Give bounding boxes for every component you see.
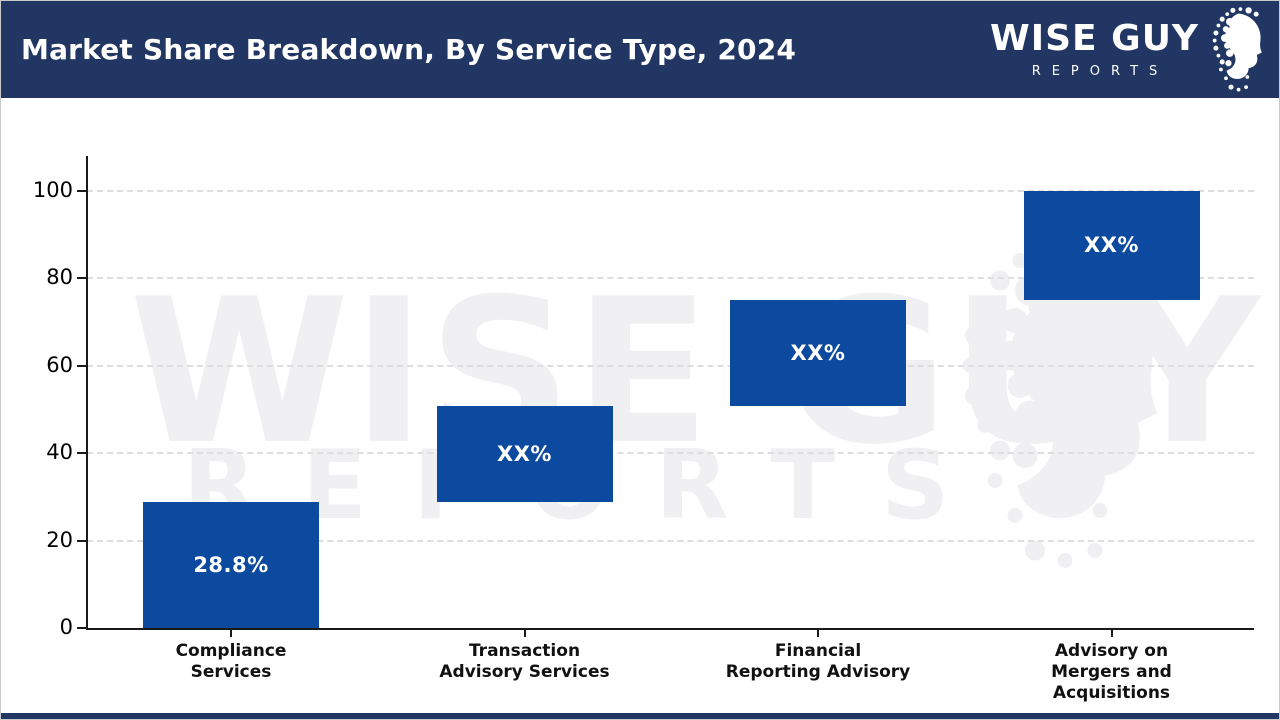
x-tick-mark bbox=[230, 630, 232, 637]
logo-dotted-head-icon bbox=[1212, 6, 1262, 91]
logo-text: WISE GUY REPORTS bbox=[989, 17, 1199, 79]
bar: XX% bbox=[436, 406, 613, 502]
y-axis-line bbox=[86, 156, 88, 630]
gridline bbox=[87, 539, 1254, 542]
bar: 28.8% bbox=[143, 502, 319, 628]
gridline bbox=[87, 277, 1254, 279]
y-tick-mark bbox=[77, 627, 86, 629]
y-tick-mark bbox=[77, 189, 86, 192]
logo-wordmark: WISE GUY bbox=[989, 17, 1199, 59]
bar: XX% bbox=[1023, 190, 1200, 300]
x-axis-line bbox=[86, 628, 1254, 630]
x-category-label-line: Acquisitions bbox=[1052, 683, 1171, 703]
chart-title: Market Share Breakdown, By Service Type,… bbox=[21, 33, 797, 66]
x-category-label-line: Compliance bbox=[175, 641, 287, 661]
y-tick-mark bbox=[77, 452, 86, 454]
gridline bbox=[87, 364, 1254, 367]
bar: XX% bbox=[730, 299, 906, 407]
y-tick-label: 0 bbox=[59, 615, 73, 639]
gridline bbox=[87, 189, 1254, 192]
footer-bar bbox=[1, 713, 1279, 719]
y-tick-mark bbox=[77, 277, 86, 279]
x-category-label-line: Transaction bbox=[468, 641, 581, 661]
y-tick-mark bbox=[77, 539, 86, 542]
wise-guy-reports-logo: WISE GUY REPORTS bbox=[990, 6, 1269, 94]
bar-value-label: 28.8% bbox=[193, 553, 269, 577]
bar-value-label: XX% bbox=[790, 341, 846, 366]
bar-value-label: XX% bbox=[497, 442, 552, 467]
y-tick-label: 100 bbox=[32, 177, 73, 202]
x-category-label: Advisory on Mergers and Acquisitions bbox=[992, 641, 1232, 704]
y-tick-label: 40 bbox=[46, 440, 73, 464]
x-category-label: Compliance Services bbox=[111, 641, 351, 683]
bar-value-label: XX% bbox=[1084, 233, 1139, 258]
gridline bbox=[87, 452, 1254, 454]
x-tick-mark bbox=[523, 630, 526, 637]
y-tick-label: 60 bbox=[46, 352, 73, 377]
x-tick-mark bbox=[1110, 630, 1113, 637]
x-category-label: Financial Reporting Advisory bbox=[698, 641, 938, 683]
x-category-label-line: Advisory Services bbox=[439, 662, 610, 682]
logo-subtitle: REPORTS bbox=[1031, 63, 1169, 79]
x-category-label-line: Reporting Advisory bbox=[725, 662, 911, 682]
x-category-label-line: Services bbox=[190, 662, 272, 682]
x-category-label-line: Mergers and bbox=[1051, 662, 1172, 682]
header-bar: Market Share Breakdown, By Service Type,… bbox=[1, 1, 1279, 98]
y-tick-mark bbox=[77, 364, 86, 367]
x-category-label-line: Advisory on bbox=[1054, 641, 1169, 661]
x-category-label: Transaction Advisory Services bbox=[405, 641, 645, 683]
y-tick-label: 80 bbox=[46, 265, 73, 289]
x-category-label-line: Financial bbox=[774, 641, 862, 661]
x-tick-mark bbox=[817, 630, 819, 637]
y-tick-label: 20 bbox=[46, 527, 73, 552]
